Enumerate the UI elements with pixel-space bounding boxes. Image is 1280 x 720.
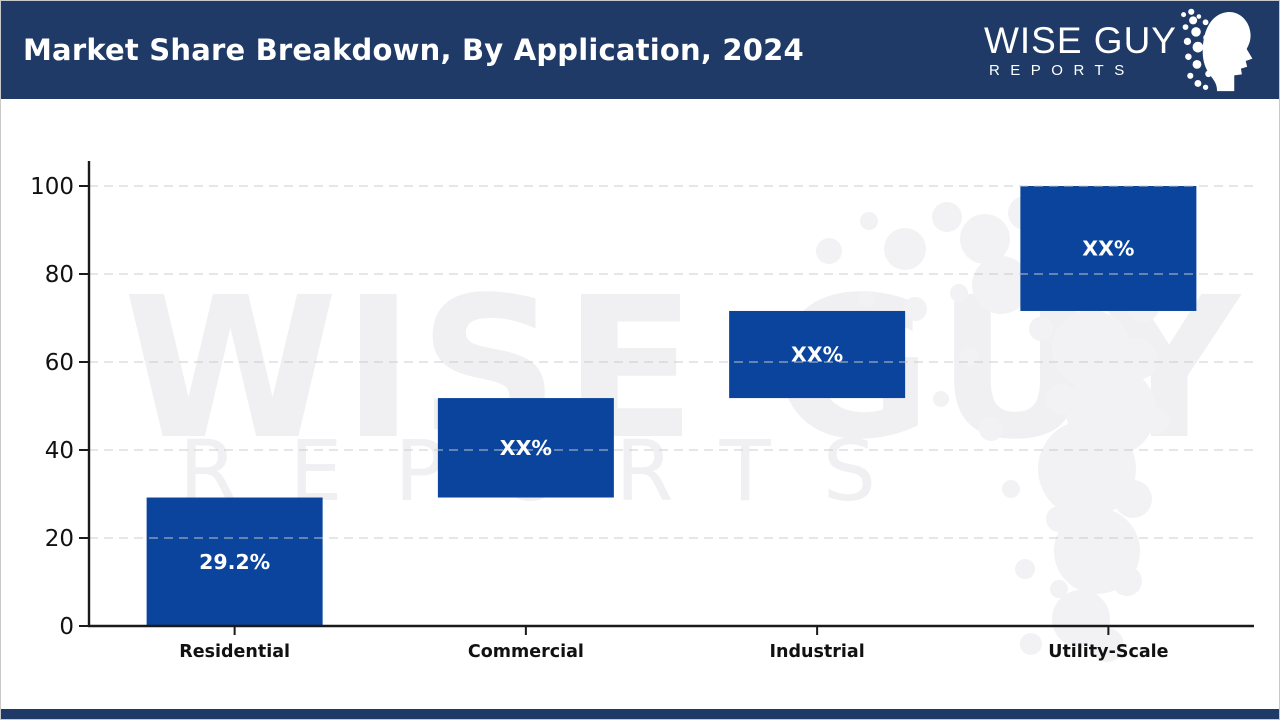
page-title: Market Share Breakdown, By Application, … [23, 33, 804, 67]
y-tick-label: 20 [45, 526, 74, 552]
footer-bar [1, 709, 1279, 719]
wise-guy-logo: WISE GUY REPORTS [984, 7, 1257, 93]
bar-label-utility-scale: XX% [1082, 236, 1134, 260]
logo-face-icon [1181, 8, 1253, 92]
waterfall-chart: 29.2% XX% XX% XX% 0 20 40 60 80 100 Residential Com… [30, 161, 1254, 662]
bar-commercial [437, 398, 614, 498]
y-tick-label: 80 [45, 262, 74, 288]
x-tick-label: Commercial [468, 642, 584, 662]
bar-residential [146, 497, 323, 626]
bar-label-residential: 29.2% [199, 550, 270, 574]
header-bar: Market Share Breakdown, By Application, … [1, 1, 1279, 99]
x-tick-label: Industrial [770, 642, 865, 662]
y-tick-label: 60 [45, 350, 74, 376]
chart-area: WISE GUY REPORTS 29.2%XX%XX%XX%020406080… [1, 99, 1279, 711]
x-tick-label: Utility-Scale [1048, 642, 1168, 662]
bar-utility-scale [1020, 186, 1197, 311]
x-tick-label: Residential [179, 642, 290, 662]
bar-industrial [729, 310, 906, 399]
y-tick-label: 40 [45, 438, 74, 464]
y-tick-label: 100 [30, 174, 74, 200]
logo-subtitle: REPORTS [988, 62, 1135, 79]
logo-name: WISE GUY [983, 20, 1177, 61]
bar-label-industrial: XX% [791, 343, 843, 367]
y-tick-label: 0 [59, 614, 74, 640]
bar-label-commercial: XX% [500, 436, 552, 460]
